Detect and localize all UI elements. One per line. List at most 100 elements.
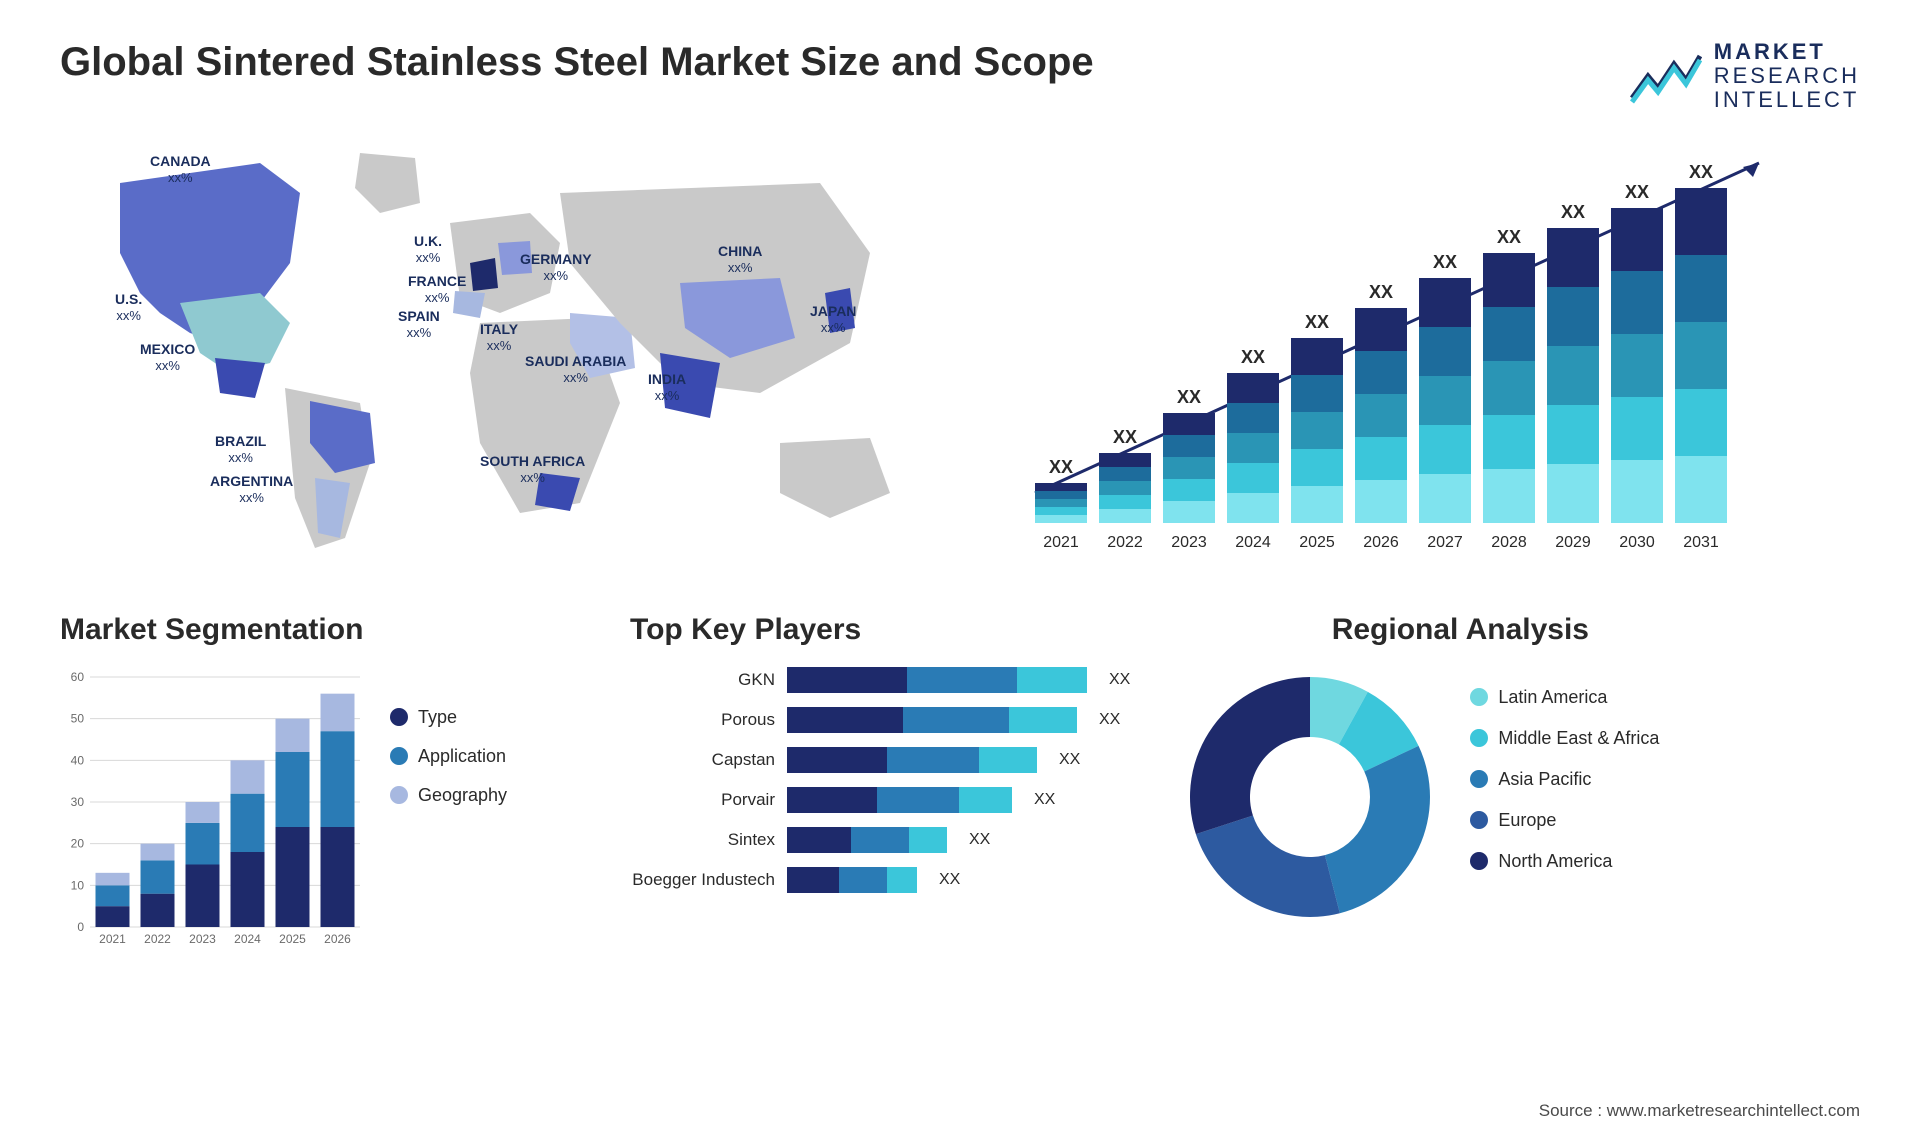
- player-bar: [787, 667, 1087, 693]
- player-bar: [787, 867, 917, 893]
- world-map: CANADAxx%U.S.xx%MEXICOxx%BRAZILxx%ARGENT…: [60, 143, 930, 563]
- legend-item: Asia Pacific: [1470, 769, 1659, 790]
- svg-text:2024: 2024: [234, 932, 261, 946]
- legend-label: Application: [418, 746, 506, 767]
- country-label: INDIAxx%: [648, 371, 686, 405]
- legend-dot-icon: [1470, 852, 1488, 870]
- country-label: CANADAxx%: [150, 153, 211, 187]
- regional-legend: Latin America Middle East & Africa Asia Pa…: [1470, 667, 1659, 927]
- logo-line-1: MARKET: [1714, 40, 1860, 64]
- country-label: SOUTH AFRICAxx%: [480, 453, 585, 487]
- legend-dot-icon: [1470, 811, 1488, 829]
- segmentation-legend: Type Application Geography: [390, 667, 507, 947]
- player-row: SintexXX: [630, 827, 1130, 853]
- source-attribution: Source : www.marketresearchintellect.com: [1539, 1101, 1860, 1121]
- regional-title: Regional Analysis: [1180, 613, 1740, 647]
- country-label: ITALYxx%: [480, 321, 518, 355]
- svg-text:30: 30: [71, 795, 85, 809]
- svg-text:XX: XX: [1625, 182, 1649, 202]
- svg-text:XX: XX: [1369, 282, 1393, 302]
- country-label: SPAINxx%: [398, 308, 440, 342]
- legend-dot-icon: [1470, 770, 1488, 788]
- player-value: XX: [939, 871, 960, 889]
- legend-item: Geography: [390, 785, 507, 806]
- growth-bar-chart: XX2021XX2022XX2023XX2024XX2025XX2026XX20…: [970, 143, 1860, 563]
- svg-text:XX: XX: [1689, 162, 1713, 182]
- legend-item: North America: [1470, 851, 1659, 872]
- svg-text:40: 40: [71, 753, 85, 767]
- svg-text:10: 10: [71, 878, 85, 892]
- svg-text:2031: 2031: [1683, 534, 1719, 551]
- player-row: GKN XX: [630, 667, 1130, 693]
- svg-text:2025: 2025: [279, 932, 306, 946]
- svg-text:2021: 2021: [1043, 534, 1079, 551]
- player-name: Porous: [630, 710, 775, 730]
- player-bar: [787, 707, 1077, 733]
- player-value: XX: [1034, 791, 1055, 809]
- segmentation-title: Market Segmentation: [60, 613, 580, 647]
- svg-text:XX: XX: [1177, 387, 1201, 407]
- regional-donut: [1180, 667, 1440, 927]
- player-name: GKN: [630, 670, 775, 690]
- svg-text:XX: XX: [1241, 347, 1265, 367]
- player-row: Capstan XX: [630, 747, 1130, 773]
- svg-text:2022: 2022: [1107, 534, 1143, 551]
- player-name: Capstan: [630, 750, 775, 770]
- player-name: Boegger Industech: [630, 870, 775, 890]
- player-bar: [787, 787, 1012, 813]
- legend-dot-icon: [390, 747, 408, 765]
- svg-text:2023: 2023: [189, 932, 216, 946]
- legend-item: Latin America: [1470, 687, 1659, 708]
- legend-label: North America: [1498, 851, 1612, 872]
- svg-text:XX: XX: [1497, 227, 1521, 247]
- logo-mark-icon: [1630, 48, 1702, 104]
- legend-label: Asia Pacific: [1498, 769, 1591, 790]
- segmentation-chart: 0102030405060202120222023202420252026: [60, 667, 360, 947]
- country-label: U.K.xx%: [414, 233, 442, 267]
- legend-item: Type: [390, 707, 507, 728]
- svg-text:2027: 2027: [1427, 534, 1463, 551]
- segmentation-panel: Market Segmentation 01020304050602021202…: [60, 613, 580, 967]
- player-bar: [787, 827, 947, 853]
- legend-dot-icon: [1470, 688, 1488, 706]
- svg-text:XX: XX: [1305, 312, 1329, 332]
- svg-text:2026: 2026: [1363, 534, 1399, 551]
- players-title: Top Key Players: [630, 613, 1130, 647]
- player-bar: [787, 747, 1037, 773]
- player-value: XX: [1059, 751, 1080, 769]
- country-label: FRANCExx%: [408, 273, 466, 307]
- country-label: ARGENTINAxx%: [210, 473, 293, 507]
- player-value: XX: [1109, 671, 1130, 689]
- legend-item: Middle East & Africa: [1470, 728, 1659, 749]
- svg-text:XX: XX: [1561, 202, 1585, 222]
- legend-dot-icon: [1470, 729, 1488, 747]
- legend-label: Europe: [1498, 810, 1556, 831]
- legend-dot-icon: [390, 786, 408, 804]
- legend-label: Geography: [418, 785, 507, 806]
- player-row: Porous XX: [630, 707, 1130, 733]
- brand-logo: MARKET RESEARCH INTELLECT: [1630, 40, 1860, 113]
- legend-dot-icon: [390, 708, 408, 726]
- svg-text:60: 60: [71, 670, 85, 684]
- svg-text:0: 0: [77, 920, 84, 934]
- regional-panel: Regional Analysis Latin America Middle Ea…: [1180, 613, 1740, 967]
- svg-text:2026: 2026: [324, 932, 351, 946]
- svg-text:2029: 2029: [1555, 534, 1591, 551]
- country-label: MEXICOxx%: [140, 341, 195, 375]
- players-chart: GKN XX Porous XX Capstan XX Porvair XX SintexXX B…: [630, 667, 1130, 967]
- svg-text:2023: 2023: [1171, 534, 1207, 551]
- country-label: CHINAxx%: [718, 243, 762, 277]
- page-title: Global Sintered Stainless Steel Market S…: [60, 40, 1094, 85]
- legend-label: Latin America: [1498, 687, 1607, 708]
- svg-text:2030: 2030: [1619, 534, 1655, 551]
- player-value: XX: [1099, 711, 1120, 729]
- players-panel: Top Key Players GKNXXPorousXXCapstanXXPo…: [630, 613, 1130, 967]
- svg-text:XX: XX: [1433, 252, 1457, 272]
- svg-text:2028: 2028: [1491, 534, 1527, 551]
- country-label: BRAZILxx%: [215, 433, 266, 467]
- svg-text:2025: 2025: [1299, 534, 1335, 551]
- player-name: Porvair: [630, 790, 775, 810]
- legend-label: Type: [418, 707, 457, 728]
- svg-text:2021: 2021: [99, 932, 126, 946]
- logo-line-2: RESEARCH: [1714, 64, 1860, 88]
